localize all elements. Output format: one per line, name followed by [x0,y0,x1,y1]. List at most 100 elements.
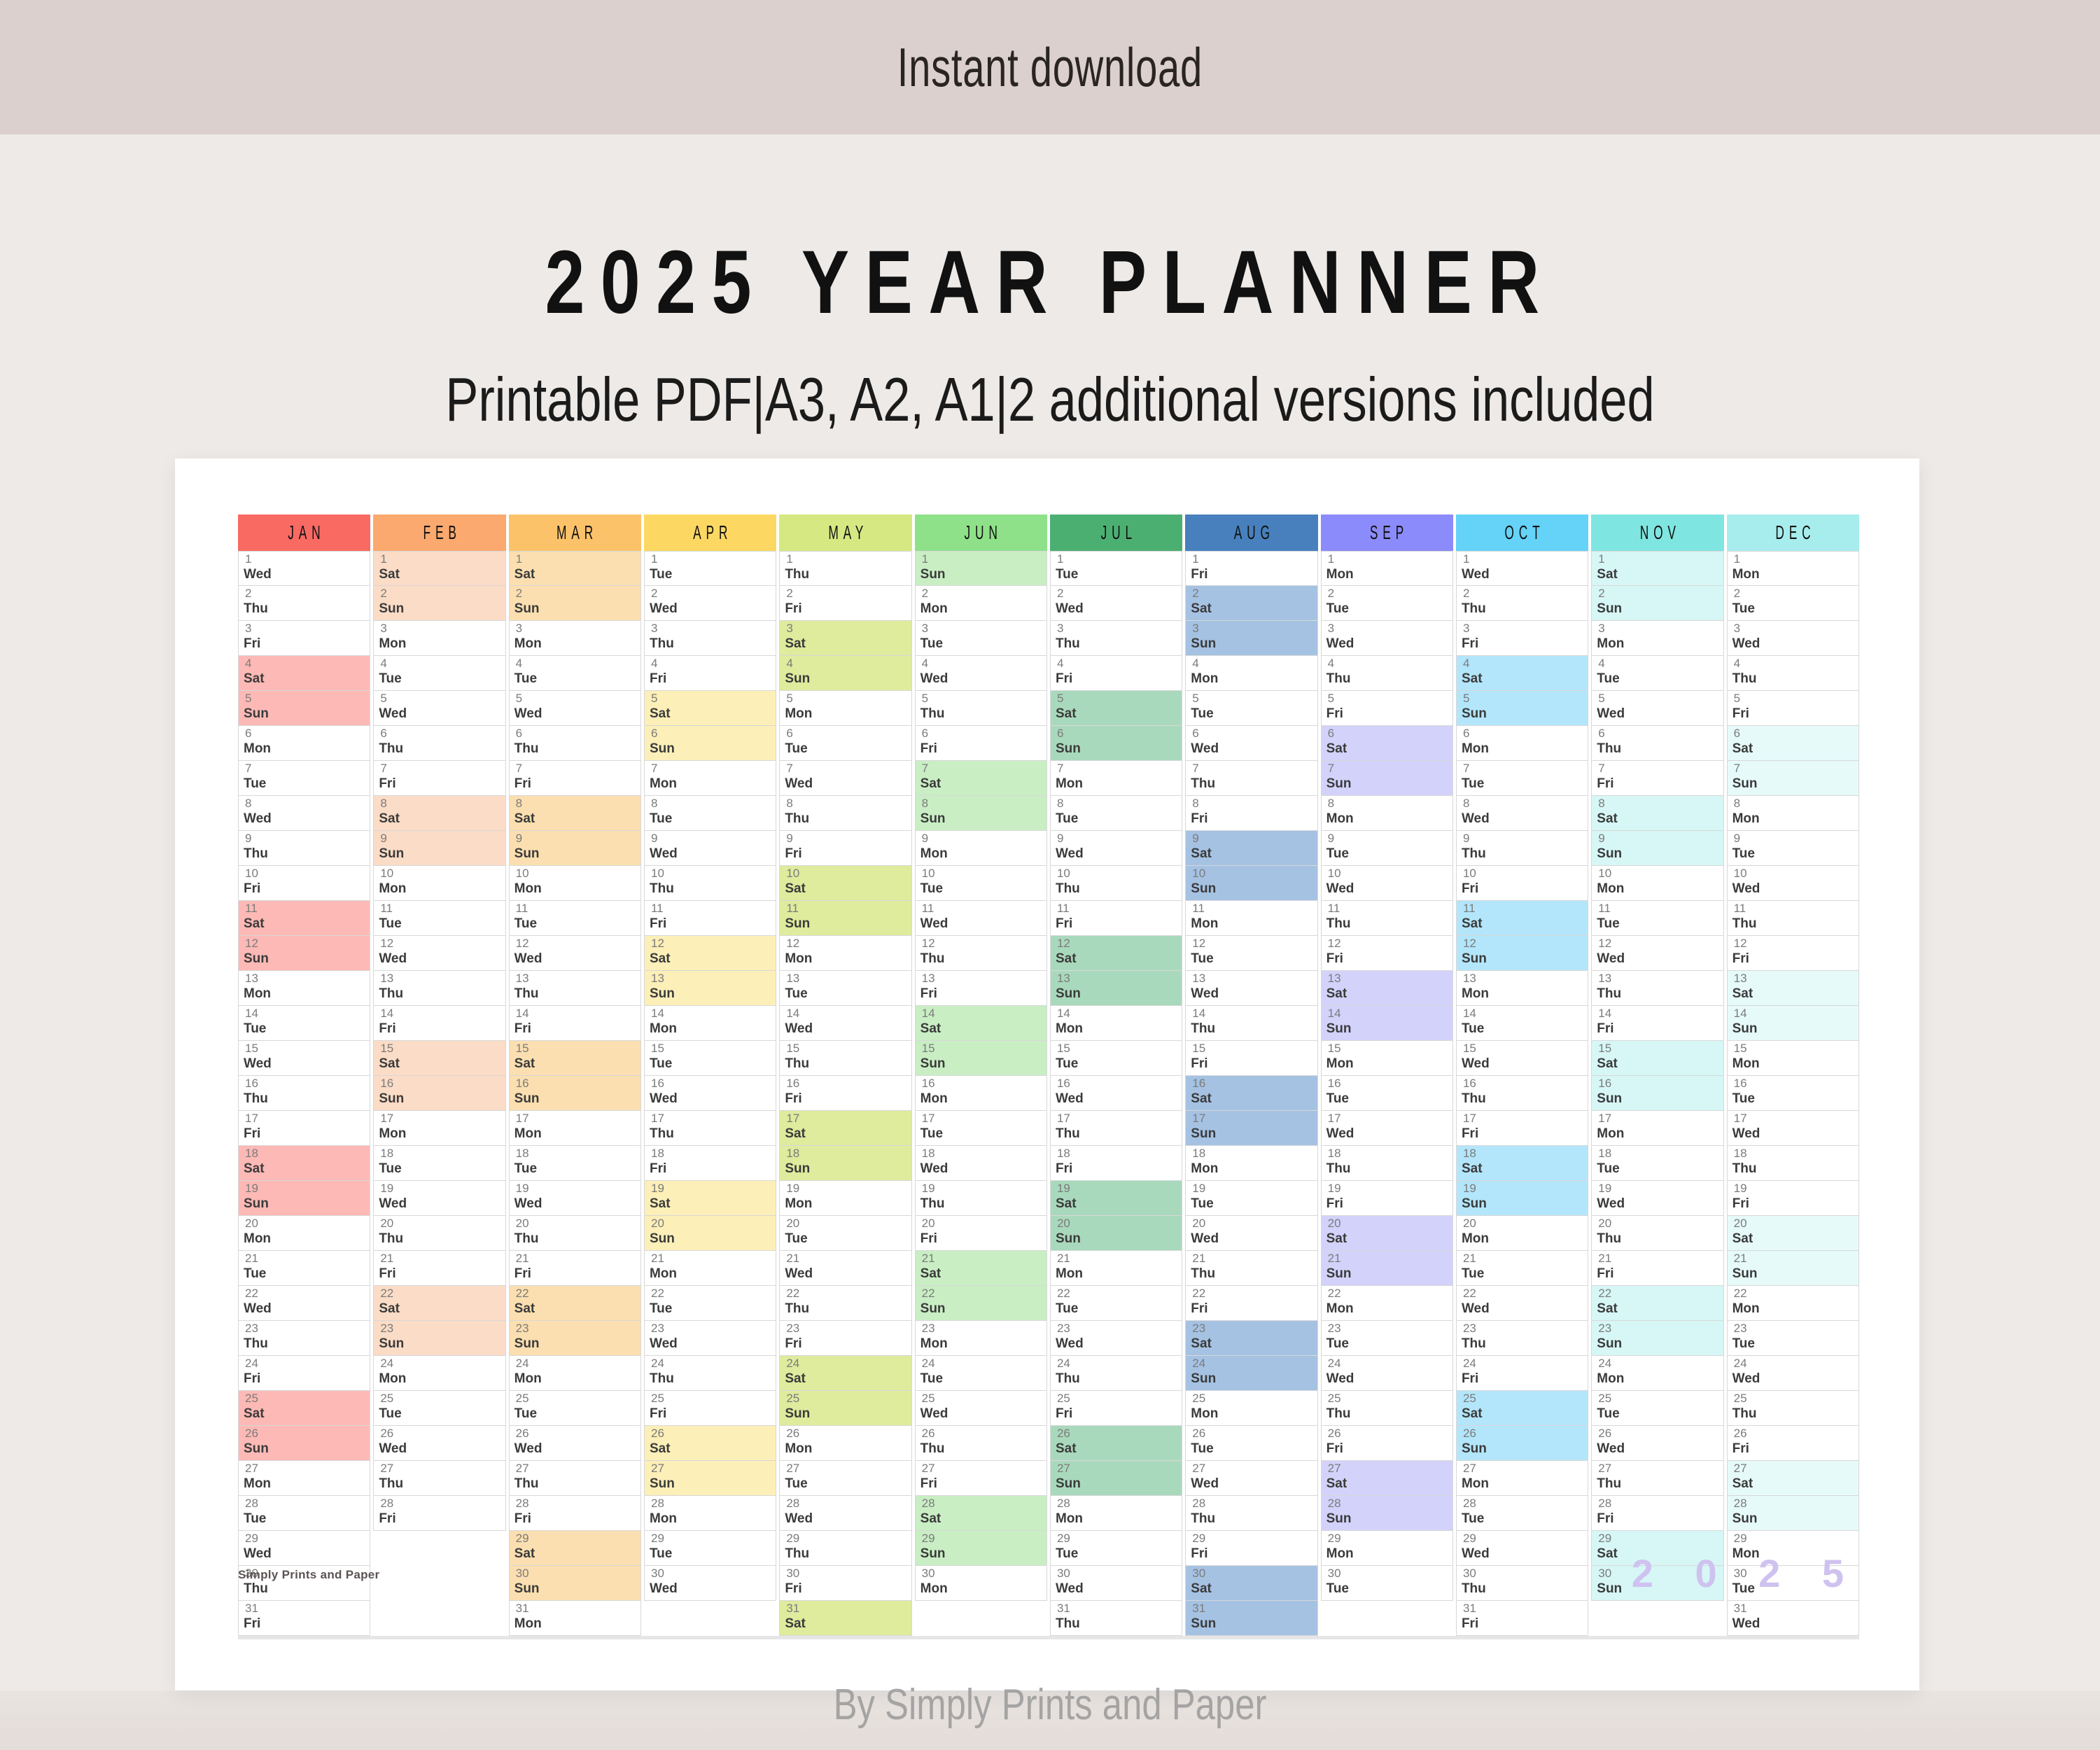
day-cell[interactable]: 13 Sun [643,971,777,1006]
day-cell[interactable]: 12 Sat [1049,936,1183,971]
day-cell[interactable]: 22 Tue [1049,1286,1183,1321]
day-cell[interactable]: 15 Sat [508,1041,641,1076]
day-cell[interactable]: 10 Sat [779,866,912,901]
day-cell[interactable]: 8 Wed [1455,796,1589,831]
day-cell[interactable]: 8 Sat [373,796,506,831]
day-cell[interactable]: 6 Fri [914,726,1047,761]
day-cell[interactable]: 7 Thu [1185,761,1318,796]
day-cell[interactable]: 3 Mon [373,621,506,656]
day-cell[interactable]: 28 Sun [1320,1496,1453,1531]
day-cell[interactable]: 26 Sun [1455,1426,1589,1461]
day-cell[interactable]: 14 Fri [373,1006,506,1041]
day-cell[interactable]: 26 Mon [779,1426,912,1461]
day-cell[interactable]: 30 Sun [508,1566,641,1601]
day-cell[interactable]: 18 Sun [779,1146,912,1181]
day-cell[interactable]: 18 Tue [1591,1146,1724,1181]
day-cell[interactable]: 22 Mon [1320,1286,1453,1321]
day-cell[interactable]: 19 Thu [914,1181,1047,1216]
day-cell[interactable]: 2 Thu [238,586,371,621]
day-cell[interactable]: 24 Thu [643,1356,777,1391]
day-cell[interactable]: 24 Wed [1320,1356,1453,1391]
day-cell[interactable]: 20 Sat [1726,1216,1859,1251]
day-cell[interactable]: 19 Mon [779,1181,912,1216]
day-cell[interactable]: 30 Fri [779,1566,912,1601]
day-cell[interactable]: 21 Tue [238,1251,371,1286]
day-cell[interactable]: 7 Sun [1726,761,1859,796]
day-cell[interactable]: 3 Tue [914,621,1047,656]
day-cell[interactable]: 20 Thu [508,1216,641,1251]
day-cell[interactable]: 21 Mon [1049,1251,1183,1286]
day-cell[interactable]: 5 Wed [373,691,506,726]
day-cell[interactable]: 11 Wed [914,901,1047,936]
day-cell[interactable]: 27 Tue [779,1461,912,1496]
day-cell[interactable]: 12 Fri [1320,936,1453,971]
day-cell[interactable]: 29 Sun [914,1531,1047,1566]
day-cell[interactable]: 18 Mon [1185,1146,1318,1181]
day-cell[interactable]: 10 Wed [1320,866,1453,901]
day-cell[interactable]: 14 Sun [1726,1006,1859,1041]
day-cell[interactable]: 12 Wed [1591,936,1724,971]
day-cell[interactable]: 3 Sat [779,621,912,656]
day-cell[interactable]: 16 Sun [508,1076,641,1111]
day-cell[interactable]: 1 Wed [238,551,371,586]
day-cell[interactable]: 16 Thu [238,1076,371,1111]
day-cell[interactable]: 7 Sat [914,761,1047,796]
day-cell[interactable]: 19 Wed [508,1181,641,1216]
day-cell[interactable]: 23 Tue [1320,1321,1453,1356]
month-header-may[interactable]: MAY [779,514,912,551]
day-cell[interactable]: 22 Sat [373,1286,506,1321]
day-cell[interactable]: 23 Sun [373,1321,506,1356]
day-cell[interactable]: 12 Fri [1726,936,1859,971]
day-cell[interactable]: 26 Wed [508,1426,641,1461]
day-cell[interactable]: 5 Wed [1591,691,1724,726]
day-cell[interactable]: 14 Tue [1455,1006,1589,1041]
day-cell[interactable]: 7 Mon [1049,761,1183,796]
day-cell[interactable]: 25 Fri [1049,1391,1183,1426]
day-cell[interactable]: 17 Sun [1185,1111,1318,1146]
day-cell[interactable]: 15 Tue [643,1041,777,1076]
day-cell[interactable]: 2 Thu [1455,586,1589,621]
day-cell[interactable]: 5 Sun [238,691,371,726]
day-cell[interactable]: 24 Mon [508,1356,641,1391]
day-cell[interactable]: 6 Mon [238,726,371,761]
day-cell[interactable]: 17 Wed [1320,1111,1453,1146]
day-cell[interactable]: 6 Thu [373,726,506,761]
day-cell[interactable]: 13 Thu [373,971,506,1006]
day-cell[interactable]: 29 Wed [1455,1531,1589,1566]
day-cell[interactable]: 9 Sun [373,831,506,866]
day-cell[interactable]: 24 Sun [1185,1356,1318,1391]
day-cell[interactable]: 30 Tue [1726,1566,1859,1601]
day-cell[interactable]: 19 Sat [1049,1181,1183,1216]
day-cell[interactable]: 8 Tue [1049,796,1183,831]
day-cell[interactable]: 29 Wed [238,1531,371,1566]
day-cell[interactable]: 11 Sun [779,901,912,936]
day-cell[interactable]: 2 Fri [779,586,912,621]
day-cell[interactable]: 4 Mon [1185,656,1318,691]
day-cell[interactable]: 21 Mon [643,1251,777,1286]
day-cell[interactable]: 8 Sat [508,796,641,831]
day-cell[interactable]: 20 Sat [1320,1216,1453,1251]
day-cell[interactable]: 22 Sun [914,1286,1047,1321]
day-cell[interactable]: 4 Thu [1320,656,1453,691]
day-cell[interactable]: 31 Mon [508,1601,641,1636]
day-cell[interactable]: 22 Tue [643,1286,777,1321]
day-cell[interactable]: 24 Fri [238,1356,371,1391]
day-cell[interactable]: 21 Fri [1591,1251,1724,1286]
day-cell[interactable]: 15 Sun [914,1041,1047,1076]
day-cell[interactable]: 13 Tue [779,971,912,1006]
day-cell[interactable]: 24 Wed [1726,1356,1859,1391]
day-cell[interactable]: 10 Sun [1185,866,1318,901]
day-cell[interactable]: 31 Thu [1049,1601,1183,1636]
day-cell[interactable]: 7 Tue [1455,761,1589,796]
day-cell[interactable]: 13 Wed [1185,971,1318,1006]
day-cell[interactable]: 19 Sun [1455,1181,1589,1216]
day-cell[interactable]: 25 Thu [1726,1391,1859,1426]
day-cell[interactable]: 10 Fri [1455,866,1589,901]
day-cell[interactable]: 28 Tue [238,1496,371,1531]
day-cell[interactable]: 10 Thu [1049,866,1183,901]
day-cell[interactable]: 17 Fri [1455,1111,1589,1146]
month-header-aug[interactable]: AUG [1185,514,1318,551]
day-cell[interactable]: 19 Wed [373,1181,506,1216]
day-cell[interactable]: 11 Tue [373,901,506,936]
day-cell[interactable]: 18 Tue [373,1146,506,1181]
